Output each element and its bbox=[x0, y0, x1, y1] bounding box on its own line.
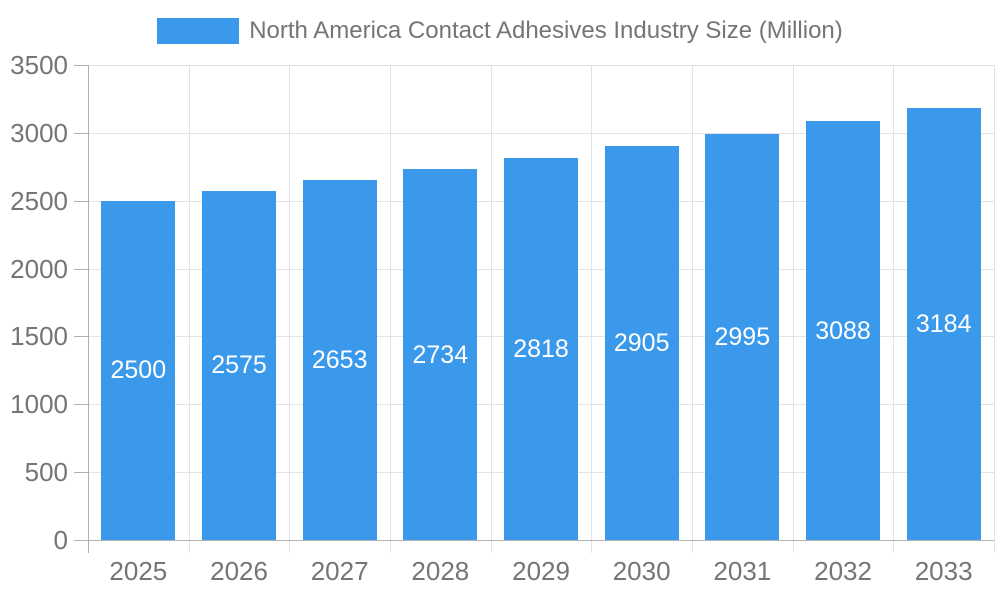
y-tick-label: 500 bbox=[24, 457, 68, 487]
x-axis-baseline bbox=[74, 540, 994, 541]
y-tick-label: 2500 bbox=[10, 186, 68, 216]
bar bbox=[403, 169, 478, 540]
y-tick-label: 2000 bbox=[10, 254, 68, 284]
y-tick-label: 3000 bbox=[10, 118, 68, 148]
bar-value-label: 2653 bbox=[311, 346, 368, 374]
bar bbox=[302, 179, 377, 540]
x-gridline bbox=[893, 65, 894, 553]
x-tick-label: 2033 bbox=[914, 556, 973, 586]
x-tick-label: 2032 bbox=[814, 556, 872, 586]
y-gridline bbox=[88, 133, 994, 134]
y-tick-mark bbox=[74, 404, 88, 405]
x-tick-label: 2029 bbox=[512, 556, 570, 586]
legend-swatch bbox=[157, 18, 240, 44]
x-gridline bbox=[491, 65, 492, 553]
bar-value-label: 2500 bbox=[110, 356, 167, 385]
y-tick-mark bbox=[74, 133, 88, 134]
bar bbox=[806, 120, 880, 540]
x-gridline bbox=[189, 65, 190, 553]
bar-value-label: 3184 bbox=[915, 309, 972, 338]
x-tick-label: 2028 bbox=[411, 556, 470, 586]
bar-value-label: 2734 bbox=[412, 340, 469, 369]
bar-value-label: 2995 bbox=[714, 322, 771, 351]
x-gridline bbox=[994, 65, 995, 553]
y-tick-label: 0 bbox=[53, 525, 68, 555]
x-tick-label: 2027 bbox=[310, 556, 369, 586]
y-axis-line bbox=[88, 65, 89, 553]
x-gridline bbox=[793, 65, 794, 553]
y-tick-mark bbox=[74, 201, 88, 202]
y-tick-label: 1500 bbox=[10, 321, 68, 351]
y-tick-mark bbox=[74, 65, 88, 66]
bar bbox=[101, 200, 176, 540]
y-tick-mark bbox=[74, 472, 88, 473]
bar-value-label: 2818 bbox=[513, 334, 569, 363]
x-gridline bbox=[289, 65, 290, 553]
x-tick-label: 2025 bbox=[109, 556, 168, 586]
x-gridline bbox=[591, 65, 592, 553]
x-gridline bbox=[390, 65, 391, 553]
bar-value-label: 2905 bbox=[613, 328, 670, 357]
y-gridline bbox=[88, 65, 994, 66]
bar bbox=[604, 145, 679, 541]
x-tick-label: 2030 bbox=[612, 556, 671, 586]
y-tick-mark bbox=[74, 269, 88, 270]
y-tick-label: 1000 bbox=[10, 389, 68, 419]
x-tick-label: 2031 bbox=[713, 556, 772, 586]
bar-value-label: 2575 bbox=[211, 351, 267, 380]
x-tick-label: 2026 bbox=[210, 556, 268, 586]
y-tick-label: 3500 bbox=[10, 50, 68, 80]
legend: North America Contact Adhesives Industry… bbox=[0, 18, 1000, 44]
bar bbox=[705, 133, 780, 540]
bar-value-label: 3088 bbox=[815, 316, 871, 345]
x-gridline bbox=[692, 65, 693, 553]
bar bbox=[202, 190, 276, 540]
bar bbox=[906, 107, 981, 540]
legend-label: North America Contact Adhesives Industry… bbox=[249, 17, 843, 44]
bar bbox=[504, 157, 578, 540]
y-tick-mark bbox=[74, 336, 88, 337]
